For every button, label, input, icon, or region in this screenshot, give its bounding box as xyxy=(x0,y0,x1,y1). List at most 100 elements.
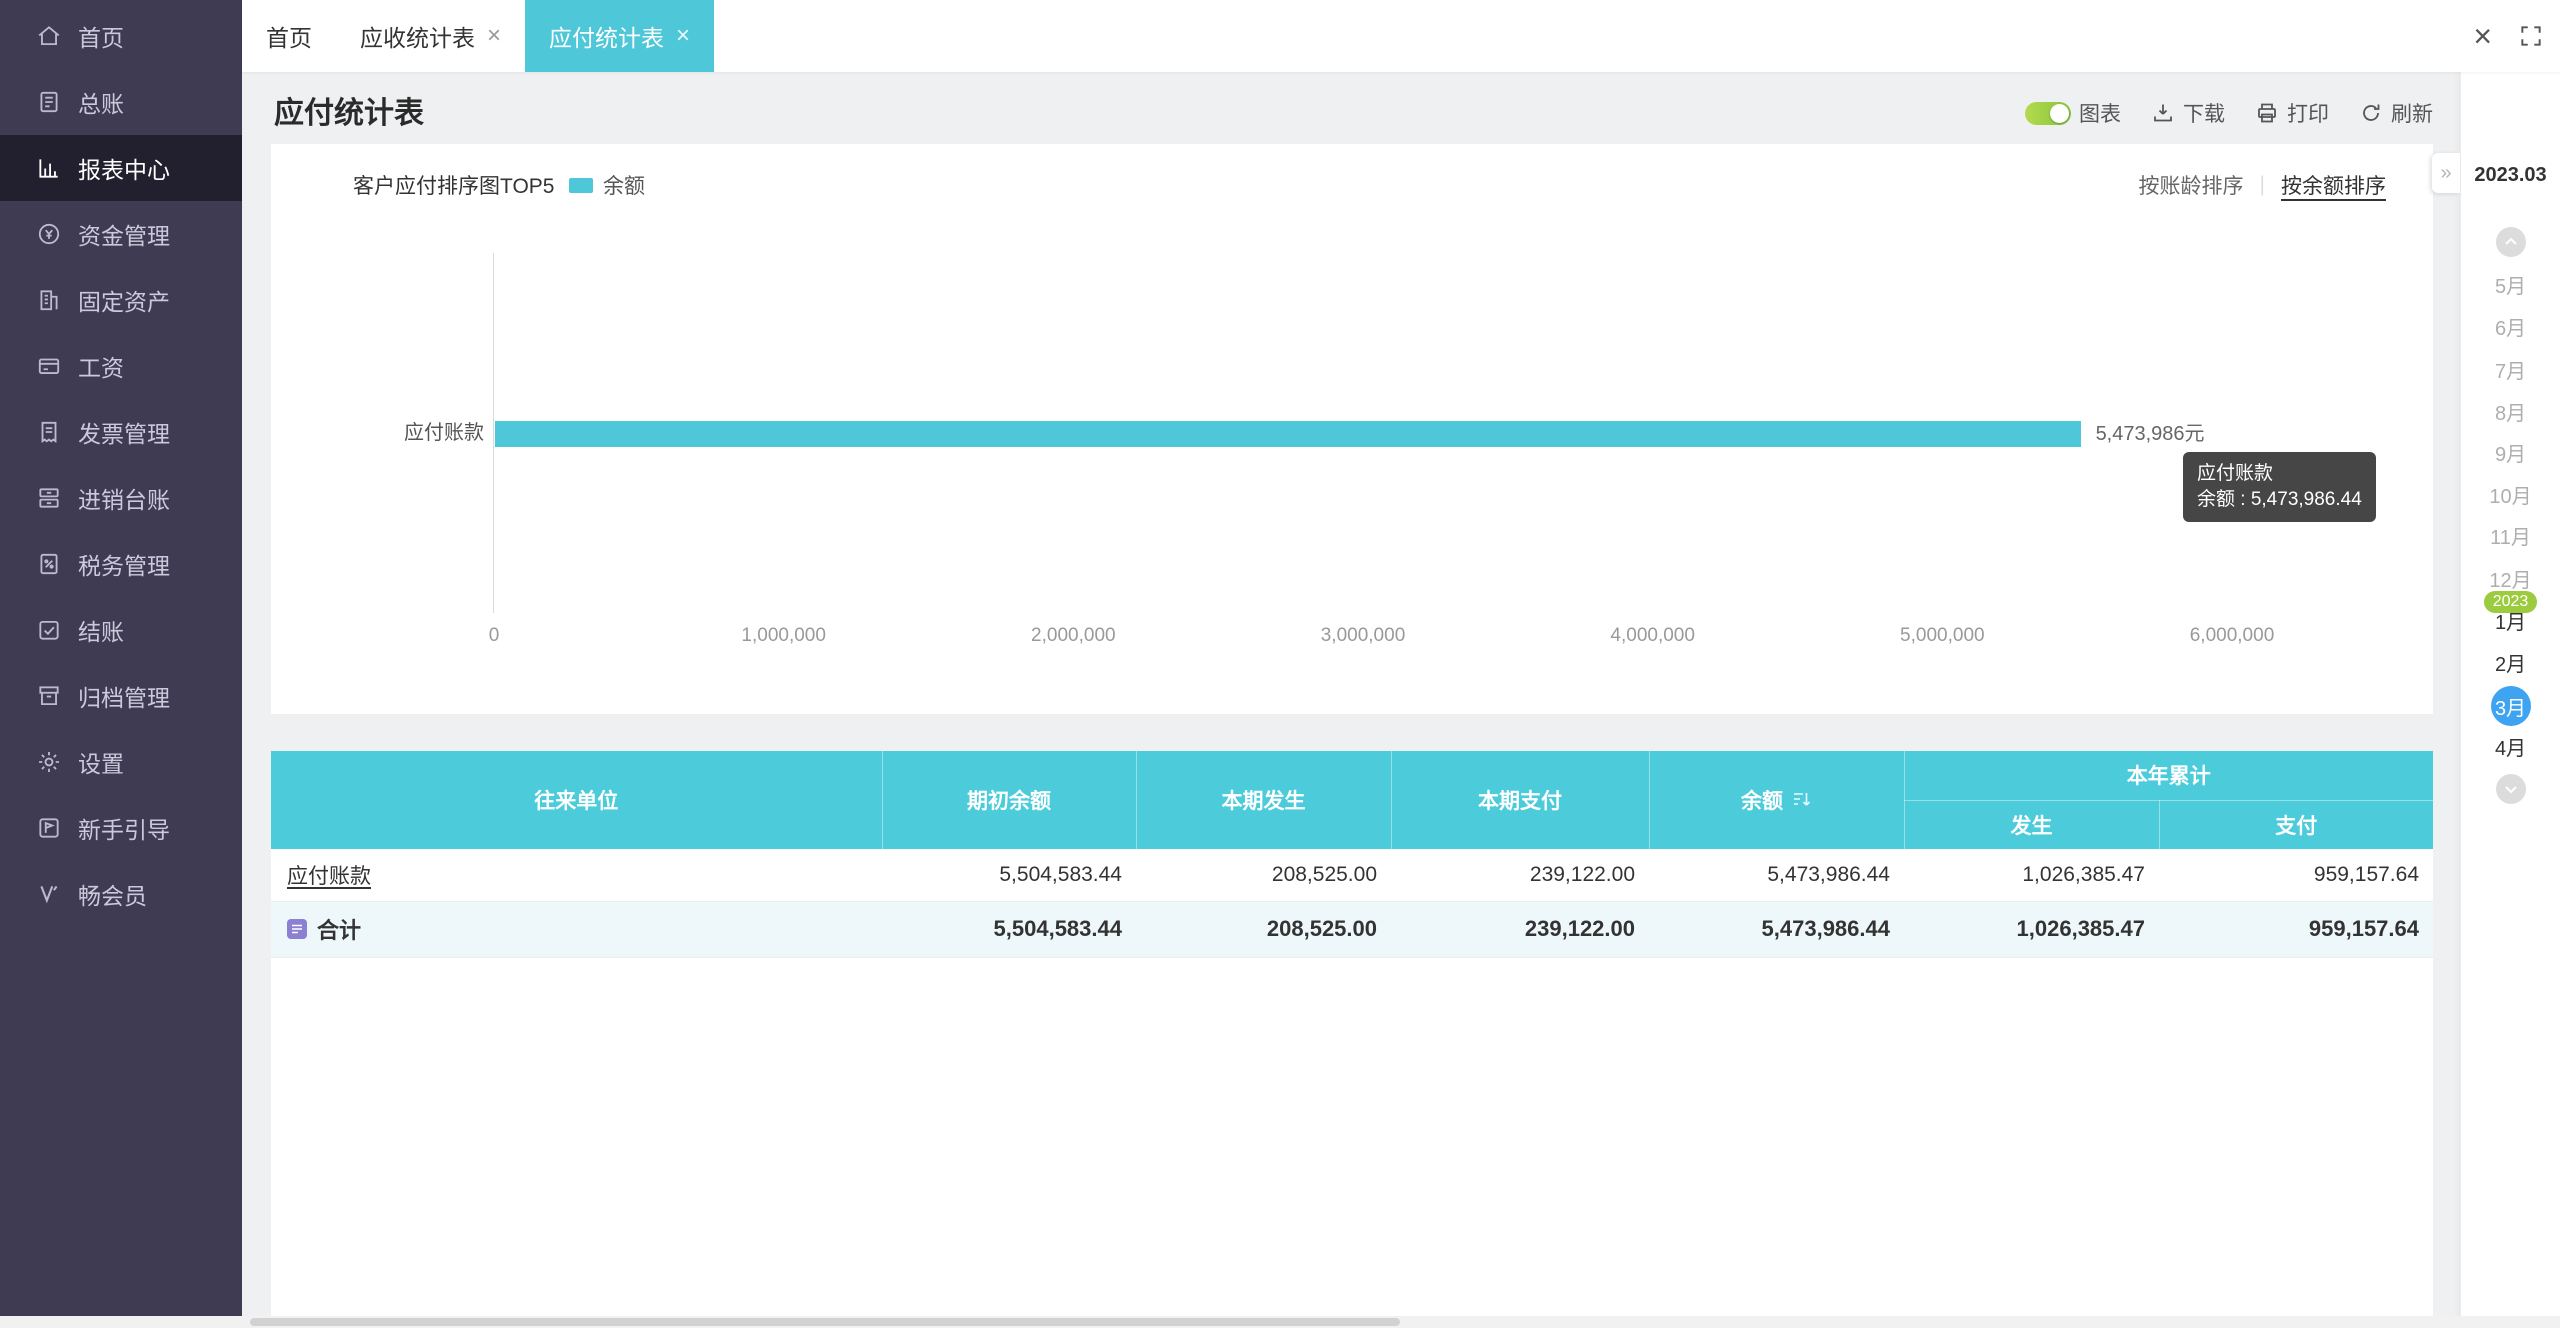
col-header-balance-label: 余额 xyxy=(1741,789,1783,813)
fullscreen-icon[interactable] xyxy=(2518,23,2544,49)
sidebar-item-member[interactable]: 畅会员 xyxy=(0,861,242,927)
panel-collapse-handle[interactable]: » xyxy=(2432,153,2460,193)
page-title: 应付统计表 xyxy=(274,97,424,130)
ledger-icon xyxy=(36,89,62,115)
month-item-jul[interactable]: 7月 xyxy=(2494,361,2527,383)
sidebar-item-reports[interactable]: 报表中心 xyxy=(0,135,242,201)
tooltip-value: 余额 : 5,473,986.44 xyxy=(2197,489,2362,510)
sort-separator: | xyxy=(2259,173,2265,196)
sidebar-item-settings[interactable]: 设置 xyxy=(0,729,242,795)
chart-bar[interactable] xyxy=(495,421,2081,447)
sidebar-item-label: 报表中心 xyxy=(78,157,170,183)
x-tick: 5,000,000 xyxy=(1900,625,1985,646)
tax-icon xyxy=(36,551,62,577)
col-header-ytd: 本年累计 xyxy=(1903,751,2433,801)
month-item-jan[interactable]: 1月 xyxy=(2494,612,2527,634)
sort-descending-icon[interactable] xyxy=(1791,789,1812,810)
sidebar-item-ledger[interactable]: 总账 xyxy=(0,69,242,135)
month-item-aug[interactable]: 8月 xyxy=(2494,403,2527,425)
tab-home[interactable]: 首页 xyxy=(242,0,336,72)
month-item-dec[interactable]: 12月 xyxy=(2489,570,2532,592)
bar-category-label: 应付账款 xyxy=(404,422,484,444)
company-link[interactable]: 应付账款 xyxy=(287,865,371,888)
current-period-label: 2023.03 xyxy=(2474,164,2547,186)
sidebar-item-funds[interactable]: 资金管理 xyxy=(0,201,242,267)
sort-by-age-link[interactable]: 按账龄排序 xyxy=(2138,175,2244,198)
sidebar-item-payroll[interactable]: 工资 xyxy=(0,333,242,399)
tab-close-icon[interactable]: × xyxy=(676,22,691,49)
month-item-jun[interactable]: 6月 xyxy=(2494,318,2527,340)
selected-month[interactable]: 3月 xyxy=(2490,686,2531,726)
chevron-down-icon xyxy=(2504,786,2517,794)
x-tick: 6,000,000 xyxy=(2189,625,2275,646)
fund-icon xyxy=(36,221,62,247)
close-icon[interactable]: × xyxy=(2473,18,2492,54)
month-item-nov[interactable]: 11月 xyxy=(2490,527,2531,549)
col-header-opening-balance: 期初余额 xyxy=(881,751,1137,850)
scroll-down-button[interactable] xyxy=(2495,774,2526,804)
sidebar-item-home[interactable]: 首页 xyxy=(0,3,242,69)
tab-close-icon[interactable]: × xyxy=(487,22,502,49)
sidebar-item-label: 畅会员 xyxy=(78,883,147,909)
total-current-paid: 239,122.00 xyxy=(1391,901,1649,958)
report-table-card: 往来单位 期初余额 本期发生 本期支付 余额 本年累计 发生 支付 xyxy=(271,751,2433,1316)
download-button[interactable]: 下载 xyxy=(2151,98,2225,128)
sidebar-item-tax[interactable]: 税务管理 xyxy=(0,531,242,597)
chart-toggle-control: 图表 xyxy=(2025,98,2121,128)
tabbar-right-controls: × xyxy=(2473,0,2560,72)
total-ytd-paid: 959,157.64 xyxy=(2159,901,2433,958)
sidebar-item-label: 结账 xyxy=(78,619,124,645)
invoice-icon xyxy=(36,419,62,445)
sidebar-item-label: 首页 xyxy=(78,25,124,51)
sidebar-item-archive[interactable]: 归档管理 xyxy=(0,663,242,729)
sidebar-item-inventory-ledger[interactable]: 进销台账 xyxy=(0,465,242,531)
sidebar-item-guide[interactable]: 新手引导 xyxy=(0,795,242,861)
inventory-icon xyxy=(36,485,62,511)
cell-balance: 5,473,986.44 xyxy=(1649,849,1904,902)
chevron-up-icon xyxy=(2504,237,2517,245)
cell-current-incurred: 208,525.00 xyxy=(1136,849,1391,902)
scroll-up-button[interactable] xyxy=(2495,227,2526,257)
sidebar-item-closing[interactable]: 结账 xyxy=(0,597,242,663)
table-total-row: 合计 5,504,583.44 208,525.00 239,122.00 5,… xyxy=(271,901,2433,958)
payables-table: 往来单位 期初余额 本期发生 本期支付 余额 本年累计 发生 支付 xyxy=(271,751,2433,958)
payroll-icon xyxy=(36,353,62,379)
sidebar-item-label: 发票管理 xyxy=(78,421,170,447)
col-header-ytd-incurred: 发生 xyxy=(1904,800,2160,850)
month-item-mar-selected: 3月 xyxy=(2461,686,2560,726)
refresh-button[interactable]: 刷新 xyxy=(2359,98,2433,128)
refresh-icon xyxy=(2359,101,2383,125)
sort-by-balance-link[interactable]: 按余额排序 xyxy=(2281,175,2386,198)
print-button[interactable]: 打印 xyxy=(2255,98,2329,128)
scrollbar-thumb[interactable] xyxy=(250,1318,1400,1326)
toggle-knob xyxy=(2050,103,2069,123)
month-item-oct[interactable]: 10月 xyxy=(2489,486,2532,508)
month-item-feb[interactable]: 2月 xyxy=(2494,654,2527,676)
download-icon xyxy=(2151,101,2175,125)
closing-icon xyxy=(36,617,62,643)
month-item-may[interactable]: 5月 xyxy=(2494,276,2527,298)
archive-icon xyxy=(36,683,62,709)
tab-payables-report[interactable]: 应付统计表 × xyxy=(525,0,715,72)
main-content: 应付统计表 图表 下载 打印 刷新 客户应付排序图TOP5 余额 按账龄排序 |… xyxy=(242,72,2560,1328)
tab-bar: 首页 应收统计表 × 应付统计表 × × xyxy=(242,0,2560,72)
sidebar-item-fixed-assets[interactable]: 固定资产 xyxy=(0,267,242,333)
sidebar-item-label: 新手引导 xyxy=(78,817,170,843)
legend-swatch xyxy=(569,177,593,193)
month-item-apr[interactable]: 4月 xyxy=(2494,738,2527,760)
year-badge: 2023 xyxy=(2483,591,2538,613)
x-tick: 4,000,000 xyxy=(1610,625,1695,646)
print-icon xyxy=(2255,101,2279,125)
chart-toggle[interactable] xyxy=(2025,101,2071,125)
month-item-sep[interactable]: 9月 xyxy=(2494,444,2527,466)
col-header-company: 往来单位 xyxy=(271,751,883,850)
table-row: 应付账款 5,504,583.44 208,525.00 239,122.00 … xyxy=(271,849,2433,902)
sidebar-item-label: 归档管理 xyxy=(78,685,170,711)
chart-tooltip: 应付账款 余额 : 5,473,986.44 xyxy=(2183,452,2376,522)
sidebar-item-invoices[interactable]: 发票管理 xyxy=(0,399,242,465)
tooltip-title: 应付账款 xyxy=(2197,463,2274,484)
sidebar-item-label: 设置 xyxy=(78,751,124,777)
tab-receivables-report[interactable]: 应收统计表 × xyxy=(336,0,525,72)
x-tick: 0 xyxy=(488,625,500,646)
chart-title: 客户应付排序图TOP5 xyxy=(353,175,555,198)
